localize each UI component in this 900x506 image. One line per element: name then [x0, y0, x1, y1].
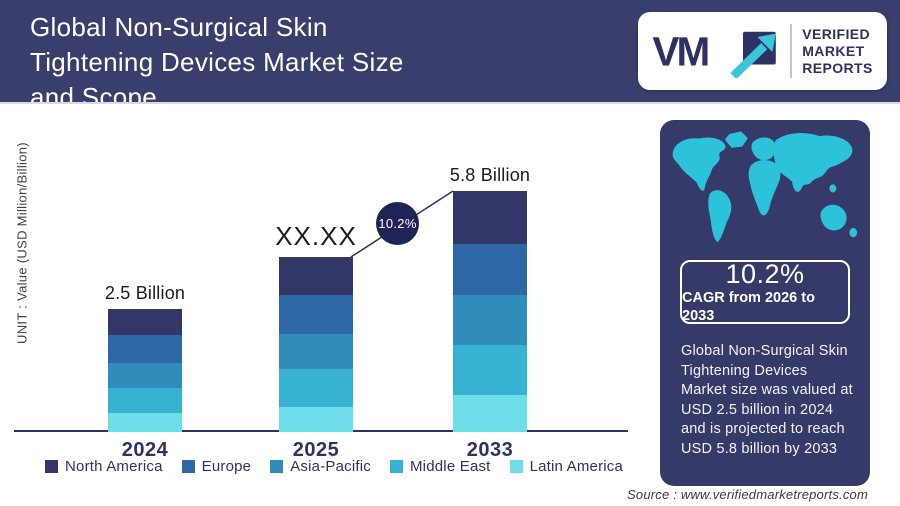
- legend-label: Latin America: [529, 458, 624, 475]
- bar-segment-2024-middle-east: [108, 388, 182, 413]
- legend-label: Asia-Pacific: [290, 458, 371, 475]
- legend-item-middle-east: Middle East: [389, 458, 491, 475]
- bar-segment-2025-asia-pacific: [279, 334, 353, 369]
- cagr-bubble-label: 10.2%: [378, 216, 417, 231]
- source-attribution: Source : www.verifiedmarketreports.com: [627, 487, 868, 502]
- cagr-value: 10.2%: [725, 259, 805, 289]
- brand-line-1: VERIFIED: [802, 25, 871, 42]
- y-axis-unit-label: UNIT : Value (USD Million/Billion): [14, 142, 30, 344]
- vmr-logo-card: VM VERIFIED MARKET REPORTS: [638, 12, 887, 90]
- bar-segment-2033-europe: [453, 244, 527, 295]
- bar-segment-2033-middle-east: [453, 345, 527, 395]
- page-title-line-3: and Scope: [30, 82, 158, 104]
- brand-line-2: MARKET: [802, 42, 865, 59]
- legend-item-europe: Europe: [181, 458, 252, 475]
- logo-divider: [790, 24, 793, 78]
- bar-segment-2025-europe: [279, 295, 353, 334]
- legend-item-asia-pacific: Asia-Pacific: [270, 458, 371, 475]
- bar-value-label-2033: 5.8 Billion: [449, 165, 531, 185]
- bar-segment-2025-latin-america: [279, 407, 353, 432]
- legend-swatch-icon: [509, 460, 523, 473]
- page-title: Global Non-Surgical Skin Tightening Devi…: [30, 10, 500, 104]
- legend-item-latin-america: Latin America: [509, 458, 624, 475]
- legend-swatch-icon: [389, 460, 403, 473]
- page-title-line-1: Global Non-Surgical Skin: [30, 12, 328, 42]
- cagr-bubble: 10.2%: [376, 202, 419, 245]
- bar-segment-2024-europe: [108, 335, 182, 363]
- bar-segment-2033-latin-america: [453, 395, 527, 432]
- cagr-caption: CAGR from 2026 to 2033: [682, 290, 815, 324]
- market-summary-text: Global Non-Surgical Skin Tightening Devi…: [681, 343, 853, 457]
- world-map-icon: [672, 131, 858, 242]
- bar-segment-2025-north-america: [279, 257, 353, 295]
- brand-name: VERIFIED MARKET REPORTS: [802, 26, 872, 77]
- x-axis-label-2033: 2033: [466, 439, 514, 461]
- bar-value-label-2024: 2.5 Billion: [104, 283, 186, 303]
- legend-swatch-icon: [270, 460, 284, 473]
- bar-segment-2025-middle-east: [279, 369, 353, 407]
- bar-segment-2024-asia-pacific: [108, 363, 182, 388]
- cagr-box: 10.2% CAGR from 2026 to 2033: [680, 259, 850, 324]
- legend-label: North America: [65, 458, 163, 475]
- vmr-mark-text: VM: [653, 28, 709, 74]
- x-axis-label-2024: 2024: [121, 439, 169, 461]
- bar-segment-2033-asia-pacific: [453, 295, 527, 345]
- brand-line-3: REPORTS: [802, 59, 873, 76]
- legend-item-north-america: North America: [45, 458, 163, 475]
- bar-value-label-2025: XX.XX: [275, 221, 357, 251]
- vmr-logo-icon: VM: [653, 28, 777, 78]
- legend-swatch-icon: [45, 460, 58, 473]
- legend-label: Europe: [201, 458, 252, 475]
- bar-segment-2024-north-america: [108, 309, 182, 335]
- legend-label: Middle East: [409, 458, 491, 475]
- bar-segment-2033-north-america: [453, 191, 527, 244]
- bar-2033: 5.8 Billion: [449, 165, 531, 432]
- bar-2024: 2.5 Billion: [104, 283, 186, 432]
- page-title-line-2: Tightening Devices Market Size: [30, 47, 404, 77]
- summary-panel: 10.2% CAGR from 2026 to 2033 Global Non-…: [660, 120, 870, 486]
- chart-legend: North America Europe Asia-Pacific Middle Ea…: [45, 458, 623, 475]
- x-axis-label-2025: 2025: [292, 439, 340, 461]
- header-band: Global Non-Surgical Skin Tightening Devi…: [0, 0, 900, 104]
- legend-swatch-icon: [181, 460, 195, 473]
- bar-2025: XX.XX: [275, 221, 356, 432]
- bar-segment-2024-latin-america: [108, 413, 182, 432]
